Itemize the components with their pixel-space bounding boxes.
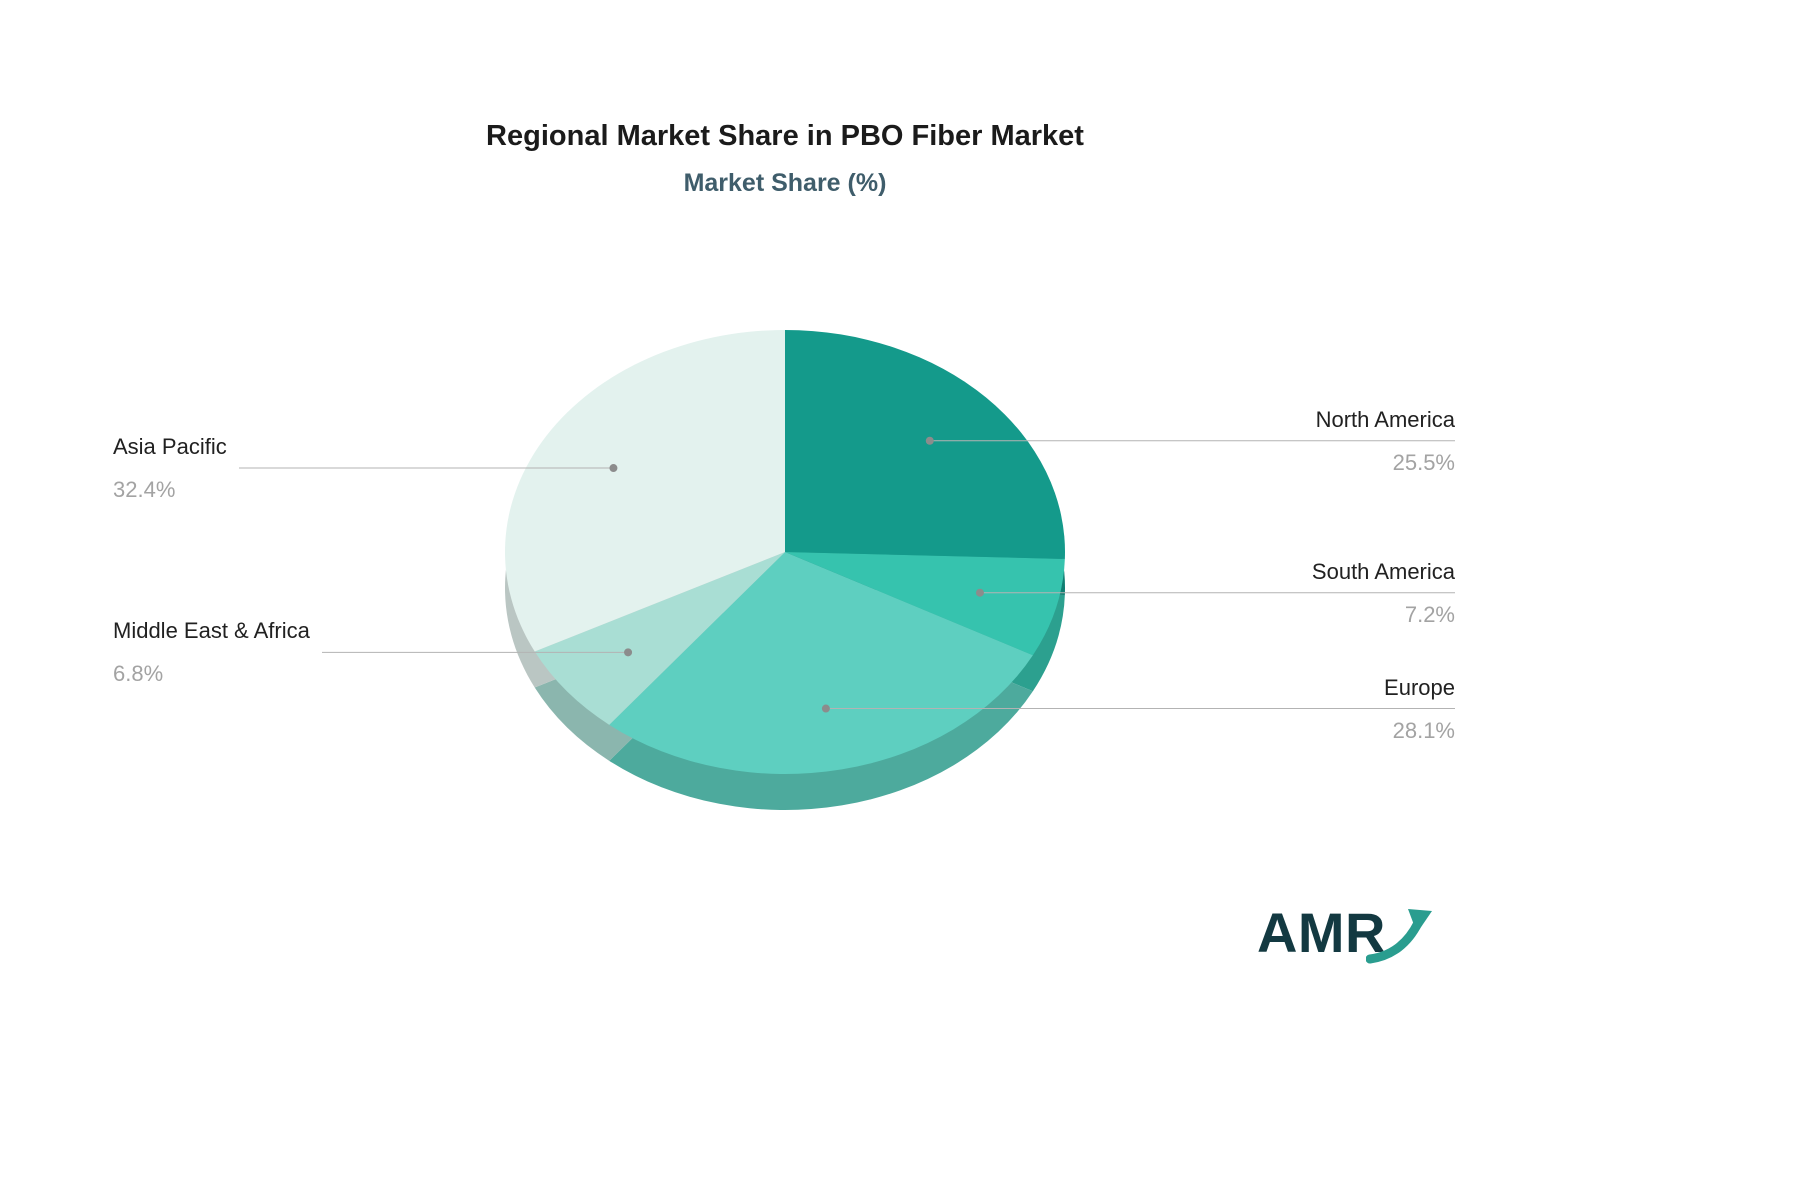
- chart-subtitle: Market Share (%): [683, 169, 887, 197]
- pie-slice-south-america: [785, 552, 1065, 656]
- pie-slice-asia-pacific: [505, 330, 785, 652]
- leader-dot-north-america: [925, 436, 934, 445]
- pie-slice-north-america: [785, 330, 1065, 559]
- pie-slice-europe: [609, 552, 1033, 774]
- leader-dot-asia-pacific: [609, 464, 618, 473]
- leader-dot-south-america: [975, 588, 984, 597]
- chart-title: Regional Market Share in PBO Fiber Marke…: [486, 120, 1084, 152]
- leader-dot-middle-east-africa: [624, 648, 633, 657]
- amr-logo-arrow-icon: [1366, 909, 1432, 964]
- leader-dot-europe: [821, 704, 830, 713]
- pie-slice-middle-east-africa: [534, 552, 785, 725]
- amr-logo-text: AMR: [1256, 901, 1386, 964]
- amr-logo: AMR: [1257, 903, 1432, 965]
